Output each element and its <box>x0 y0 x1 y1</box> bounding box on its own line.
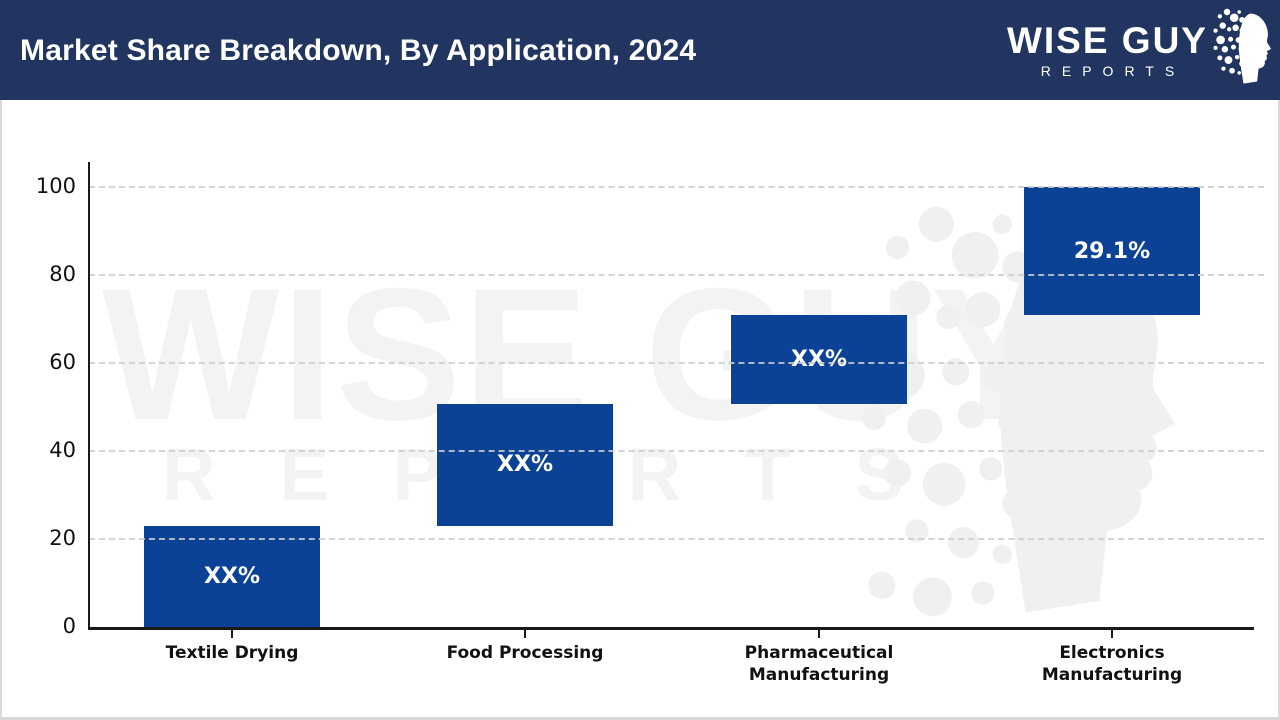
y-tick-label-20: 20 <box>49 526 76 550</box>
logo-text: WISE GUY REPORTS <box>1007 22 1208 79</box>
plot-region: 0 20 40 60 80 100 XX% Textile Drying XX% Food Pro… <box>2 100 1280 720</box>
y-tick-label-0: 0 <box>62 614 76 638</box>
bar-3: XX% <box>731 315 907 404</box>
bar-value-label-4: 29.1% <box>1073 238 1151 264</box>
gridline-y-80 <box>89 274 1264 276</box>
y-axis-line <box>88 162 90 628</box>
x-tick-mark-1 <box>231 630 233 638</box>
y-tick-label-40: 40 <box>49 438 76 462</box>
logo-head-icon <box>1213 8 1272 84</box>
logo-wordmark: WISE GUY <box>1006 19 1208 61</box>
header-bar: Market Share Breakdown, By Application, … <box>0 0 1280 100</box>
x-category-label-3: Pharmaceutical Manufacturing <box>744 643 894 686</box>
x-tick-mark-4 <box>1111 630 1113 638</box>
brand-logo: WISE GUY REPORTS <box>1007 4 1272 96</box>
x-category-label-2: Food Processing <box>446 643 604 663</box>
y-tick-label-60: 60 <box>49 350 76 374</box>
bar-value-label-2: XX% <box>497 452 553 478</box>
x-category-label-4: Electronics Manufacturing <box>1041 643 1183 686</box>
page-title: Market Share Breakdown, By Application, … <box>20 34 697 67</box>
y-tick-label-100: 100 <box>35 174 76 198</box>
y-tick-label-80: 80 <box>49 262 76 286</box>
gridline-y-20 <box>89 538 1264 540</box>
x-tick-mark-3 <box>818 630 820 638</box>
bar-1: XX% <box>144 525 320 627</box>
x-tick-mark-2 <box>524 630 526 638</box>
bar-2: XX% <box>437 403 613 526</box>
gridline-y-60 <box>89 362 1264 364</box>
gridline-y-40 <box>89 450 1264 452</box>
chart-canvas: WISE GUY REPORTS 020406080100XX%Textile … <box>0 100 1280 720</box>
logo-subtitle: REPORTS <box>1040 62 1186 79</box>
x-category-label-1: Textile Drying <box>165 643 299 663</box>
bar-value-label-3: XX% <box>791 346 847 372</box>
bar-value-label-1: XX% <box>204 563 260 589</box>
bar-4: 29.1% <box>1024 187 1200 316</box>
gridline-y-100 <box>89 186 1264 188</box>
x-axis-line <box>88 627 1254 630</box>
